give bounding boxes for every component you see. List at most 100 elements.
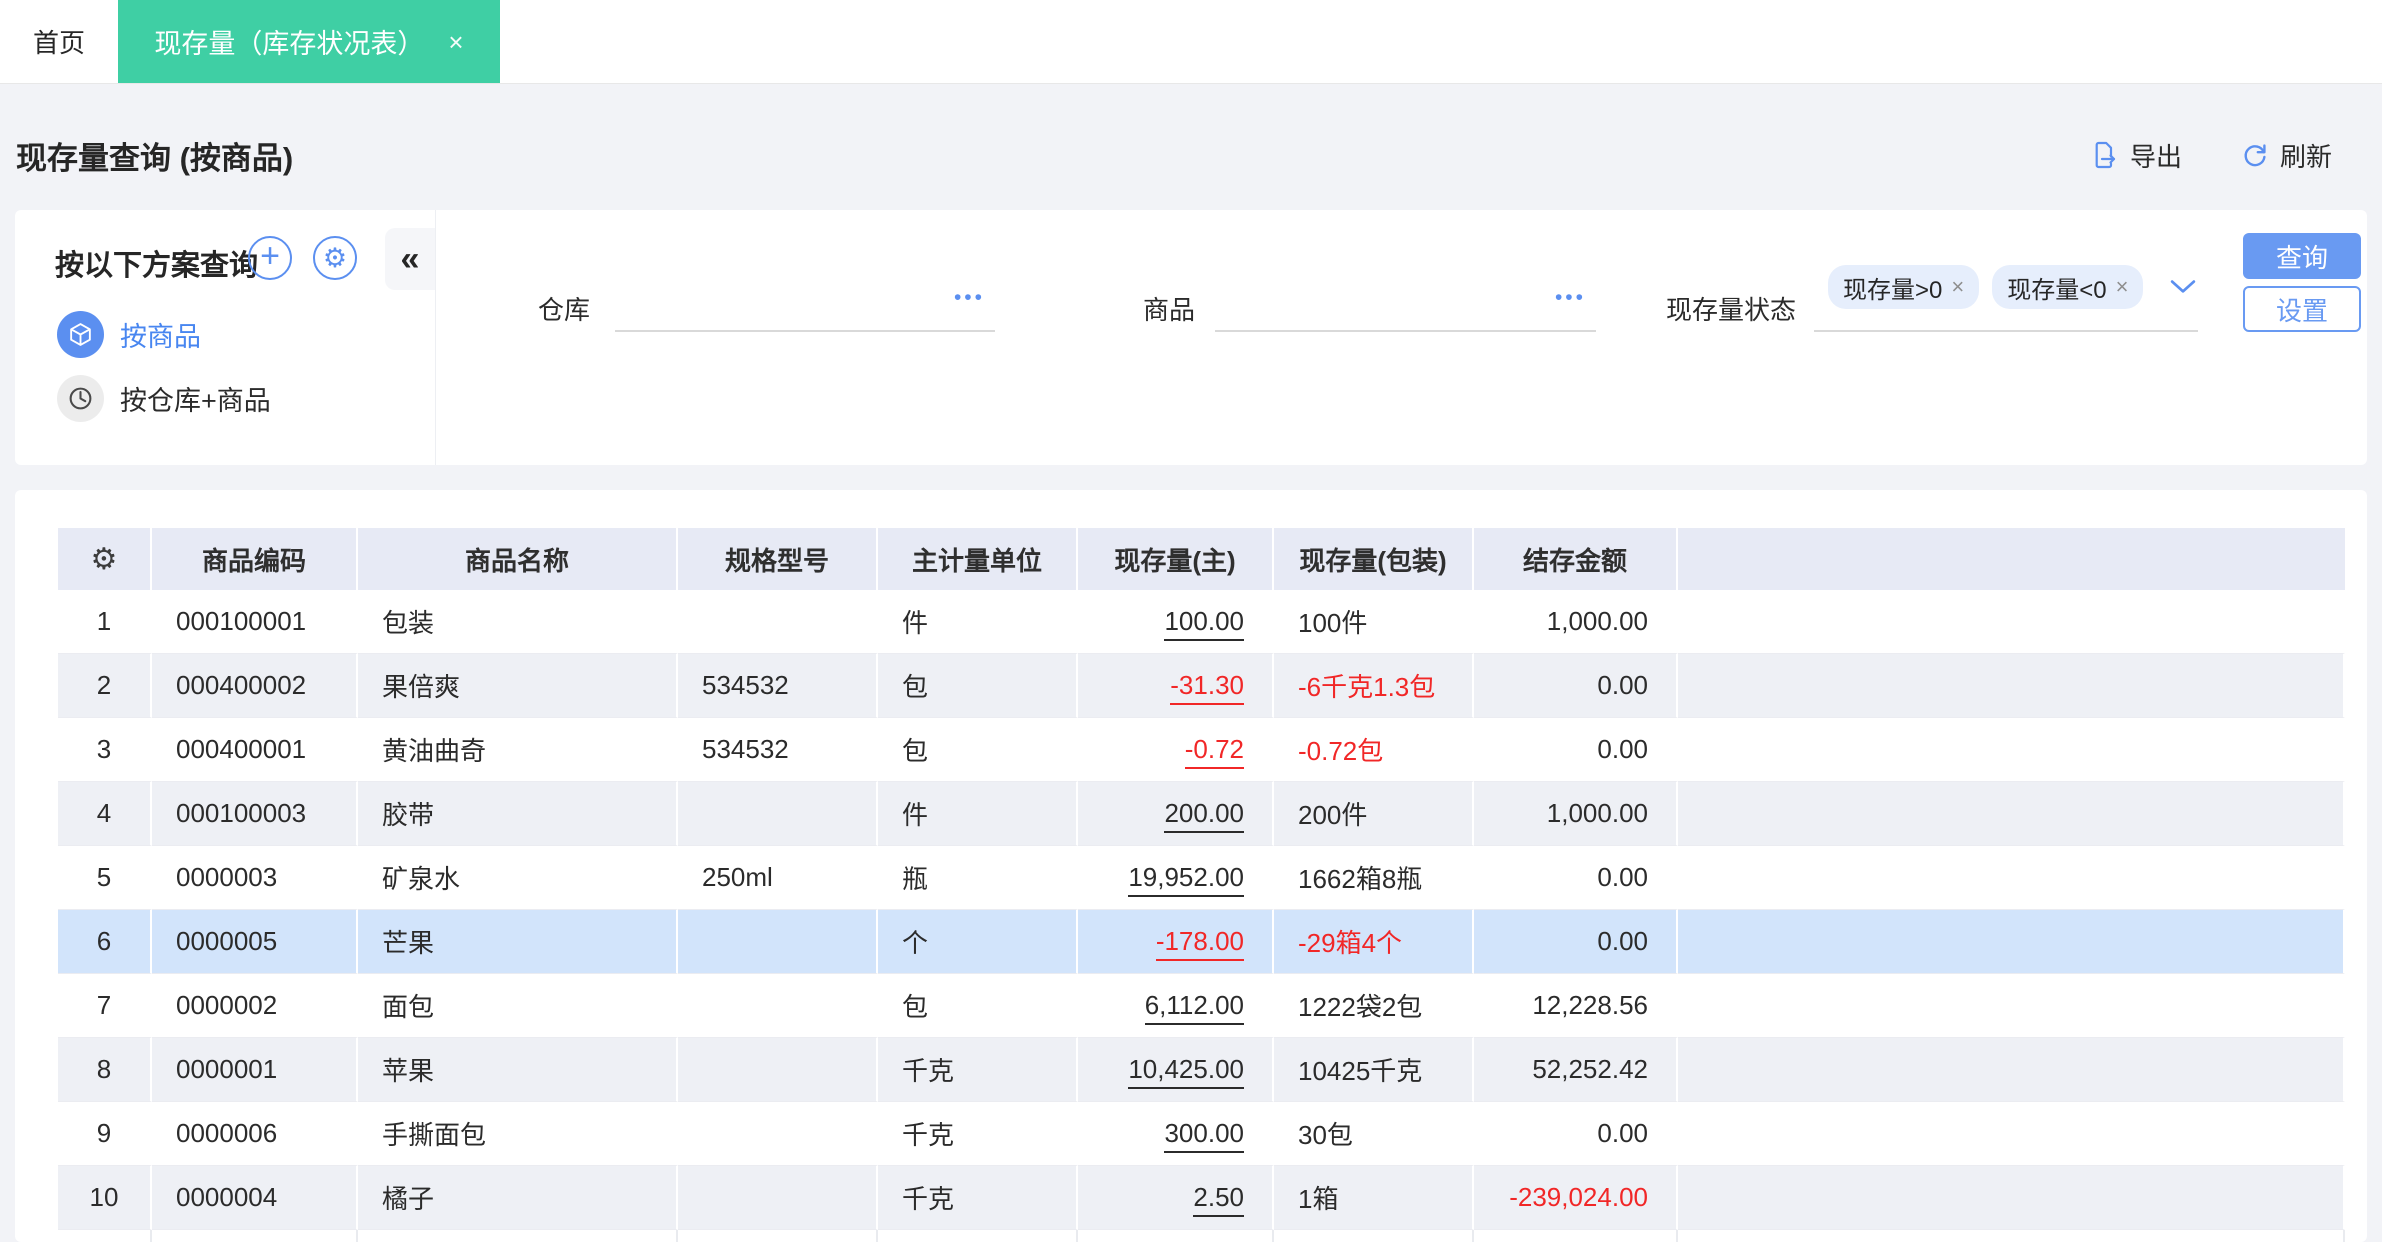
qty-main-link[interactable]: 10,425.00 (1128, 1054, 1244, 1089)
status-tag[interactable]: 现存量>0 × (1828, 265, 1980, 309)
cell-product-code: 0000002 (152, 974, 358, 1038)
cell-product-code: 0000003 (152, 846, 358, 910)
query-button[interactable]: 查询 (2243, 233, 2361, 279)
cell-unit: 瓶 (878, 846, 1078, 910)
export-button[interactable]: 导出 (2090, 137, 2182, 174)
qty-main-link[interactable]: 100.00 (1164, 606, 1244, 641)
scheme-settings-button[interactable]: ⚙ (313, 236, 357, 280)
chevron-down-icon[interactable] (2170, 279, 2196, 295)
table-row[interactable]: 1 000100001 包装 件 100.00 100件 1,000.00 (58, 590, 2345, 654)
cell-qty-main[interactable]: 100.00 (1078, 590, 1274, 654)
cell-empty (1678, 1230, 2345, 1242)
tab-current-stock[interactable]: 现存量（库存状况表） × (118, 0, 500, 83)
cell-empty (358, 1230, 678, 1242)
table-row[interactable]: 4 000100003 胶带 件 200.00 200件 1,000.00 (58, 782, 2345, 846)
plus-icon: + (260, 236, 280, 275)
cell-unit: 包 (878, 974, 1078, 1038)
ellipsis-icon[interactable]: ••• (953, 286, 985, 309)
cell-qty-main[interactable]: -31.30 (1078, 654, 1274, 718)
table-row[interactable]: 5 0000003 矿泉水 250ml 瓶 19,952.00 1662箱8瓶 0.00 (58, 846, 2345, 910)
table-row[interactable]: 9 0000006 手撕面包 千克 300.00 30包 0.00 (58, 1102, 2345, 1166)
add-scheme-button[interactable]: + (248, 236, 292, 280)
table-row[interactable]: 10 0000004 橘子 千克 2.50 1箱 -239,024.00 (58, 1166, 2345, 1230)
cell-filler (1678, 782, 2345, 846)
row-number: 8 (58, 1038, 152, 1102)
cell-qty-main[interactable]: 19,952.00 (1078, 846, 1274, 910)
scheme-item-by-warehouse-product[interactable]: 按仓库+商品 (57, 374, 271, 422)
cell-filler (1678, 718, 2345, 782)
row-number: 6 (58, 910, 152, 974)
collapse-panel-button[interactable]: « (385, 228, 435, 290)
column-header[interactable]: 规格型号 (678, 528, 878, 590)
cell-empty (1474, 1230, 1678, 1242)
stock-status-filter-input[interactable] (1814, 284, 2198, 332)
refresh-button[interactable]: 刷新 (2240, 137, 2332, 174)
cell-spec (678, 910, 878, 974)
cell-filler (1678, 1038, 2345, 1102)
cell-unit: 件 (878, 782, 1078, 846)
cell-qty-main[interactable]: 10,425.00 (1078, 1038, 1274, 1102)
ellipsis-icon[interactable]: ••• (1554, 286, 1586, 309)
qty-main-link[interactable]: -0.72 (1184, 734, 1244, 769)
cell-filler (1678, 910, 2345, 974)
stock-table: ⚙ 商品编码 商品名称 规格型号 主计量单位 现存量(主) 现存量(包装) 结存金额 1 00… (58, 528, 2345, 1242)
status-tag[interactable]: 现存量<0 × (1992, 265, 2144, 309)
cell-qty-main[interactable]: 2.50 (1078, 1166, 1274, 1230)
cell-filler (1678, 1102, 2345, 1166)
product-filter-input[interactable]: ••• (1215, 284, 1596, 332)
table-settings-gear-icon[interactable]: ⚙ (58, 528, 152, 590)
qty-main-link[interactable]: 19,952.00 (1128, 862, 1244, 897)
cell-empty (678, 1230, 878, 1242)
cell-qty-pkg: 100件 (1274, 590, 1474, 654)
qty-main-link[interactable]: 300.00 (1164, 1118, 1244, 1153)
panel-divider (435, 210, 436, 465)
table-row[interactable]: 6 0000005 芒果 个 -178.00 -29箱4个 0.00 (58, 910, 2345, 974)
qty-main-link[interactable]: 6,112.00 (1144, 990, 1244, 1025)
qty-main-link[interactable]: -178.00 (1155, 926, 1244, 961)
qty-main-link[interactable]: 2.50 (1193, 1182, 1244, 1217)
close-icon[interactable]: × (1951, 274, 1965, 299)
cell-qty-main[interactable]: -0.72 (1078, 718, 1274, 782)
column-header-filler (1678, 528, 2345, 590)
scheme-item-by-product[interactable]: 按商品 (57, 310, 201, 358)
table-row[interactable]: 3 000400001 黄油曲奇 534532 包 -0.72 -0.72包 0.00 (58, 718, 2345, 782)
table-row[interactable]: 2 000400002 果倍爽 534532 包 -31.30 -6千克1.3包 0.00 (58, 654, 2345, 718)
table-row[interactable]: 8 0000001 苹果 千克 10,425.00 10425千克 52,252.42 (58, 1038, 2345, 1102)
column-header[interactable]: 商品编码 (152, 528, 358, 590)
tab-label: 现存量（库存状况表） (154, 29, 425, 59)
column-header[interactable]: 现存量(包装) (1274, 528, 1474, 590)
row-number: 3 (58, 718, 152, 782)
table-row[interactable]: 7 0000002 面包 包 6,112.00 1222袋2包 12,228.56 (58, 974, 2345, 1038)
cell-empty (152, 1230, 358, 1242)
close-icon[interactable]: × (448, 26, 464, 57)
cell-filler (1678, 1166, 2345, 1230)
close-icon[interactable]: × (2115, 274, 2129, 299)
cell-product-code: 000100001 (152, 590, 358, 654)
column-header[interactable]: 结存金额 (1474, 528, 1678, 590)
cell-product-code: 000100003 (152, 782, 358, 846)
column-header[interactable]: 主计量单位 (878, 528, 1078, 590)
cell-spec (678, 1102, 878, 1166)
cell-product-code: 0000006 (152, 1102, 358, 1166)
cell-amount: 0.00 (1474, 718, 1678, 782)
tab-bar: 首页 现存量（库存状况表） × (0, 0, 2382, 84)
tab-home[interactable]: 首页 (0, 0, 118, 83)
cell-qty-main[interactable]: -178.00 (1078, 910, 1274, 974)
settings-button[interactable]: 设置 (2243, 286, 2361, 332)
cell-product-name: 黄油曲奇 (358, 718, 678, 782)
warehouse-filter-input[interactable]: ••• (615, 284, 995, 332)
cell-qty-main[interactable]: 300.00 (1078, 1102, 1274, 1166)
cell-qty-pkg: -29箱4个 (1274, 910, 1474, 974)
cell-qty-main[interactable]: 6,112.00 (1078, 974, 1274, 1038)
cell-spec (678, 974, 878, 1038)
column-header[interactable]: 现存量(主) (1078, 528, 1274, 590)
cell-qty-main[interactable]: 200.00 (1078, 782, 1274, 846)
cell-product-name: 包装 (358, 590, 678, 654)
cell-qty-pkg: 1222袋2包 (1274, 974, 1474, 1038)
qty-main-link[interactable]: 200.00 (1164, 798, 1244, 833)
table-header-row: ⚙ 商品编码 商品名称 规格型号 主计量单位 现存量(主) 现存量(包装) 结存金额 (58, 528, 2345, 590)
column-header[interactable]: 商品名称 (358, 528, 678, 590)
cell-product-name: 果倍爽 (358, 654, 678, 718)
qty-main-link[interactable]: -31.30 (1170, 670, 1244, 705)
